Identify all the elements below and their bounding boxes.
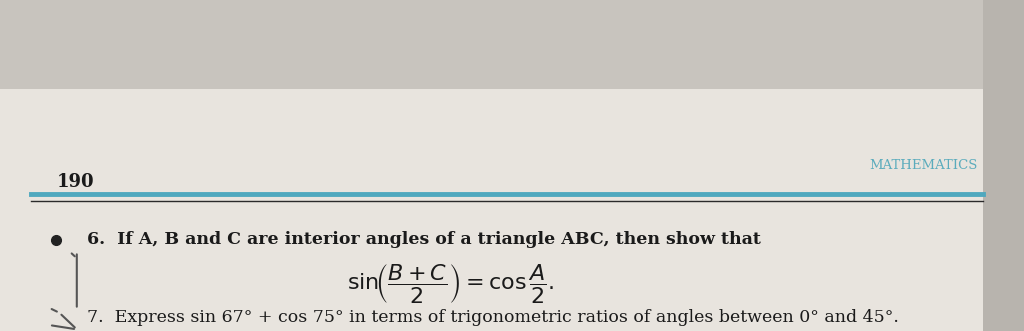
Text: $\mathrm{sin}\!\left(\dfrac{B+C}{2}\right)=\mathrm{cos}\,\dfrac{A}{2}.$: $\mathrm{sin}\!\left(\dfrac{B+C}{2}\righ… <box>347 261 554 305</box>
Text: 190: 190 <box>56 173 94 191</box>
Text: MATHEMATICS: MATHEMATICS <box>869 159 978 172</box>
Bar <box>983 0 1024 331</box>
Bar <box>0 0 1024 89</box>
Text: 7.  Express sin 67° + cos 75° in terms of trigonometric ratios of angles between: 7. Express sin 67° + cos 75° in terms of… <box>87 309 899 326</box>
Bar <box>0 89 1024 331</box>
Text: 6.  If A, B and C are interior angles of a triangle ABC, then show that: 6. If A, B and C are interior angles of … <box>87 231 761 249</box>
